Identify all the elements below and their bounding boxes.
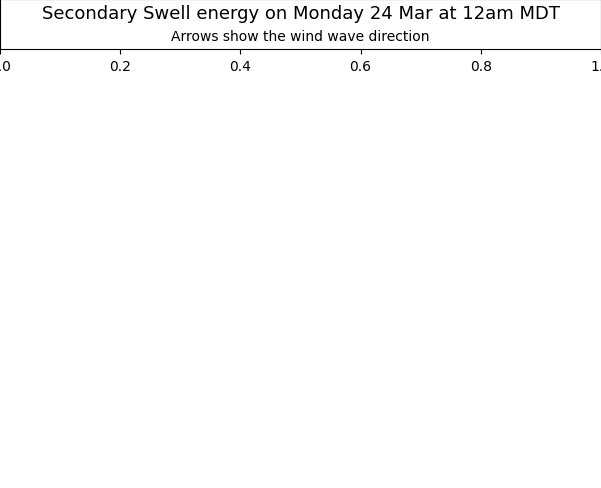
Text: Arrows show the wind wave direction: Arrows show the wind wave direction (171, 30, 430, 44)
Text: Secondary Swell energy on Monday 24 Mar at 12am MDT: Secondary Swell energy on Monday 24 Mar … (41, 5, 560, 23)
